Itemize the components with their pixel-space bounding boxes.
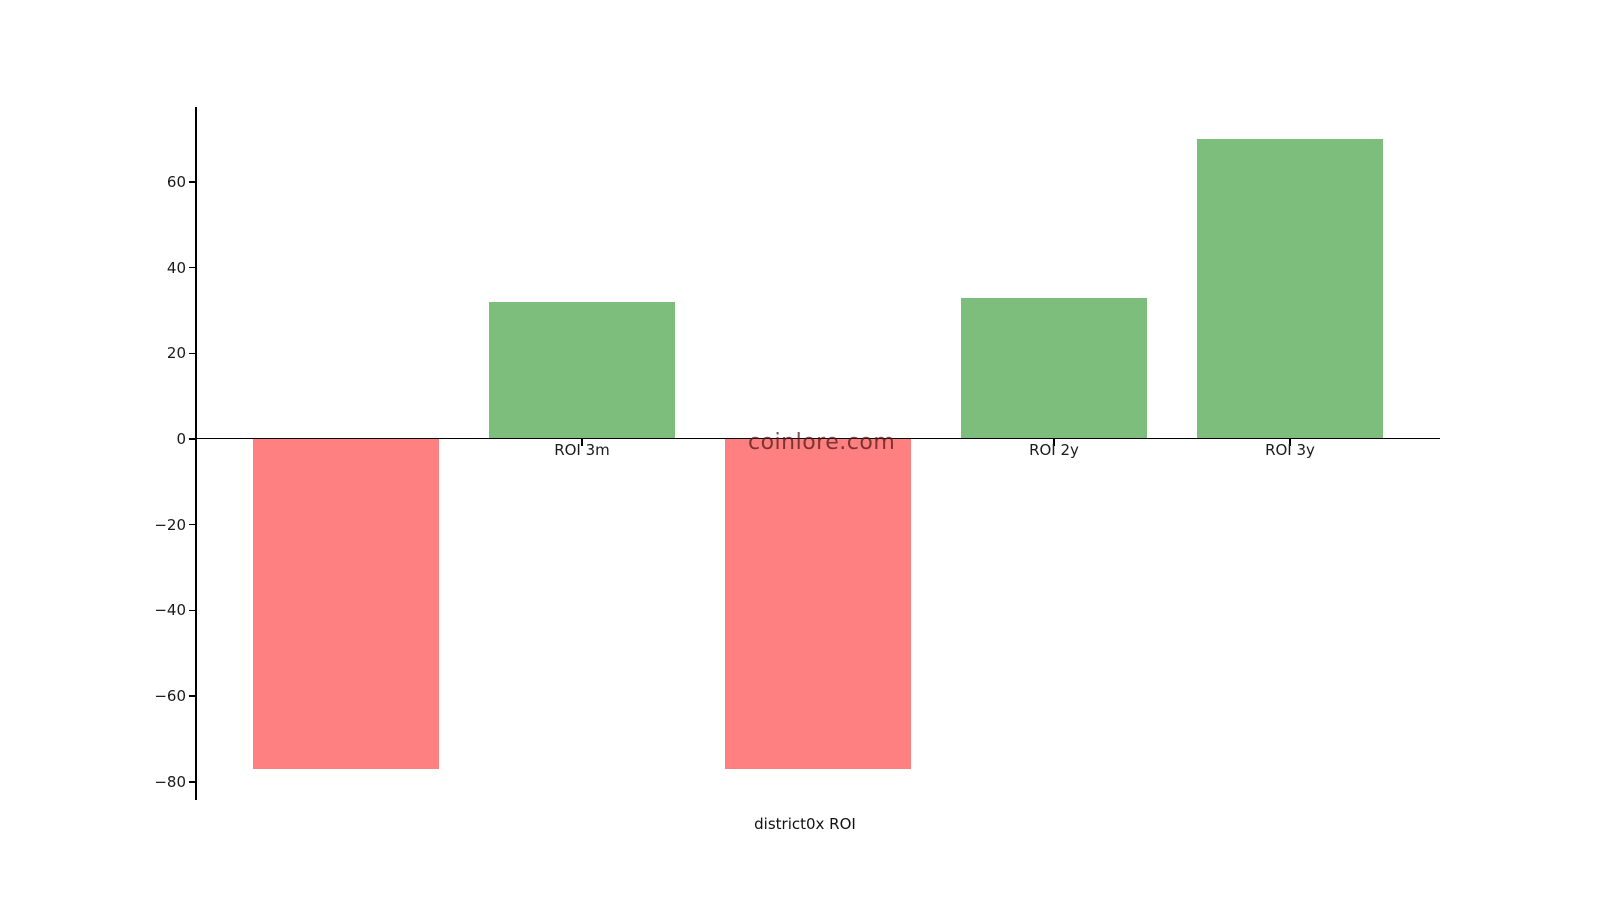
y-tick-label: −40	[154, 601, 186, 620]
x-axis-line	[196, 437, 1440, 440]
y-tick-mark	[189, 781, 196, 783]
y-tick-label: −80	[154, 772, 186, 791]
y-tick-mark	[189, 438, 196, 440]
y-tick-label: 40	[166, 258, 186, 277]
bar-roi-3m	[489, 301, 675, 439]
y-tick-label: −60	[154, 687, 186, 706]
bar-roi-2y	[961, 297, 1147, 439]
y-tick-mark	[189, 266, 196, 269]
x-tick-mark	[1289, 439, 1291, 446]
bar-unlabeled-0	[253, 439, 439, 769]
bar-unlabeled-2	[725, 439, 911, 769]
y-tick-mark	[189, 524, 196, 526]
y-tick-mark	[189, 695, 196, 697]
watermark: coinlore.com	[748, 430, 896, 455]
chart-title: district0x ROI	[754, 815, 856, 833]
y-axis-line	[195, 107, 197, 800]
y-tick-label: 60	[166, 172, 186, 191]
x-tick-label: ROI 2y	[1029, 441, 1079, 459]
x-tick-label: ROI 3y	[1265, 441, 1315, 459]
y-tick-mark	[189, 181, 196, 183]
x-tick-mark	[1053, 439, 1055, 446]
y-tick-label: −20	[154, 515, 186, 534]
y-tick-label: 0	[176, 430, 186, 448]
x-tick-mark	[581, 439, 583, 446]
y-tick-mark	[189, 352, 196, 354]
bar-roi-3y	[1197, 139, 1383, 439]
y-tick-mark	[189, 609, 196, 612]
y-tick-label: 20	[166, 344, 186, 363]
x-tick-label: ROI 3m	[554, 441, 610, 459]
